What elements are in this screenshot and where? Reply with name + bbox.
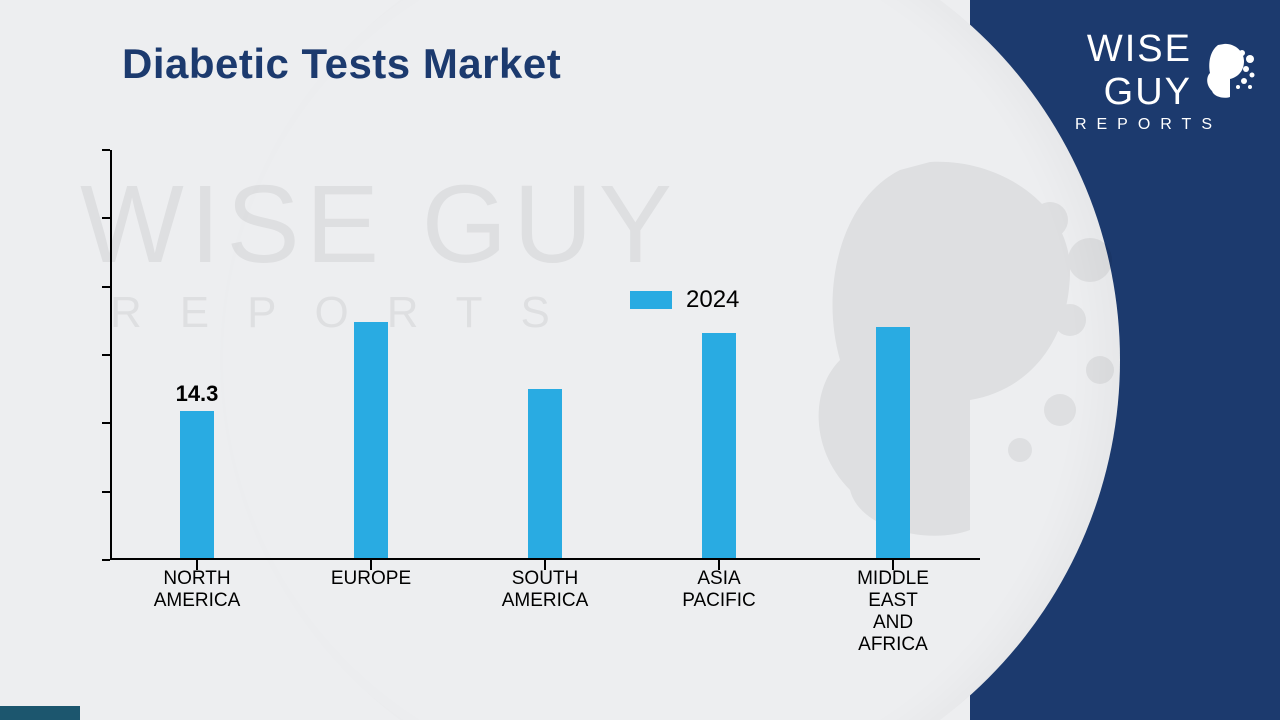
y-tick (102, 149, 110, 151)
bar (876, 327, 910, 558)
y-tick (102, 354, 110, 356)
bar-group (632, 150, 806, 560)
brand-logo: WISE GUY REPORTS (990, 28, 1260, 134)
x-axis-label: EUROPE (284, 568, 458, 590)
bar-value-label: 14.3 (176, 381, 219, 407)
plot-area: 14.3 (110, 150, 980, 560)
chart-title: Diabetic Tests Market (122, 40, 561, 88)
y-tick (102, 559, 110, 561)
bar-group (806, 150, 980, 560)
y-tick (102, 422, 110, 424)
bar-group (284, 150, 458, 560)
bar (354, 322, 388, 558)
bar (702, 333, 736, 559)
legend-label: 2024 (686, 286, 739, 314)
bar (528, 389, 562, 558)
x-axis-label: NORTH AMERICA (110, 568, 284, 612)
bar (180, 411, 214, 558)
head-icon (1200, 41, 1260, 101)
x-axis-label: MIDDLE EAST AND AFRICA (806, 568, 980, 655)
bar-group (458, 150, 632, 560)
page-root: Diabetic Tests Market WISE GUY REPORTS W… (0, 0, 1280, 720)
bar-group: 14.3 (110, 150, 284, 560)
logo-sub-text: REPORTS (990, 116, 1222, 134)
y-tick (102, 286, 110, 288)
x-axis-label: ASIA PACIFIC (632, 568, 806, 612)
logo-main-row: WISE GUY (990, 28, 1260, 114)
y-tick (102, 491, 110, 493)
logo-main-text: WISE GUY (990, 28, 1192, 114)
chart-legend: 2024 (630, 286, 739, 314)
bottom-accent-bar (0, 706, 80, 720)
chart-area: Market Size in USD Billion 14.3 NORTH AM… (70, 150, 990, 650)
y-tick (102, 217, 110, 219)
x-axis-label: SOUTH AMERICA (458, 568, 632, 612)
legend-swatch (630, 291, 672, 309)
